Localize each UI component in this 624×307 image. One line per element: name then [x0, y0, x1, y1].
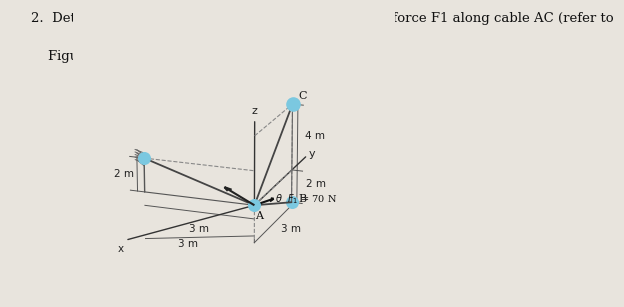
Text: 2.  Determine the magnitude of the component of the force F1 along cable AC (ref: 2. Determine the magnitude of the compon…: [31, 11, 614, 25]
Text: Figure 2).: Figure 2).: [31, 50, 115, 63]
